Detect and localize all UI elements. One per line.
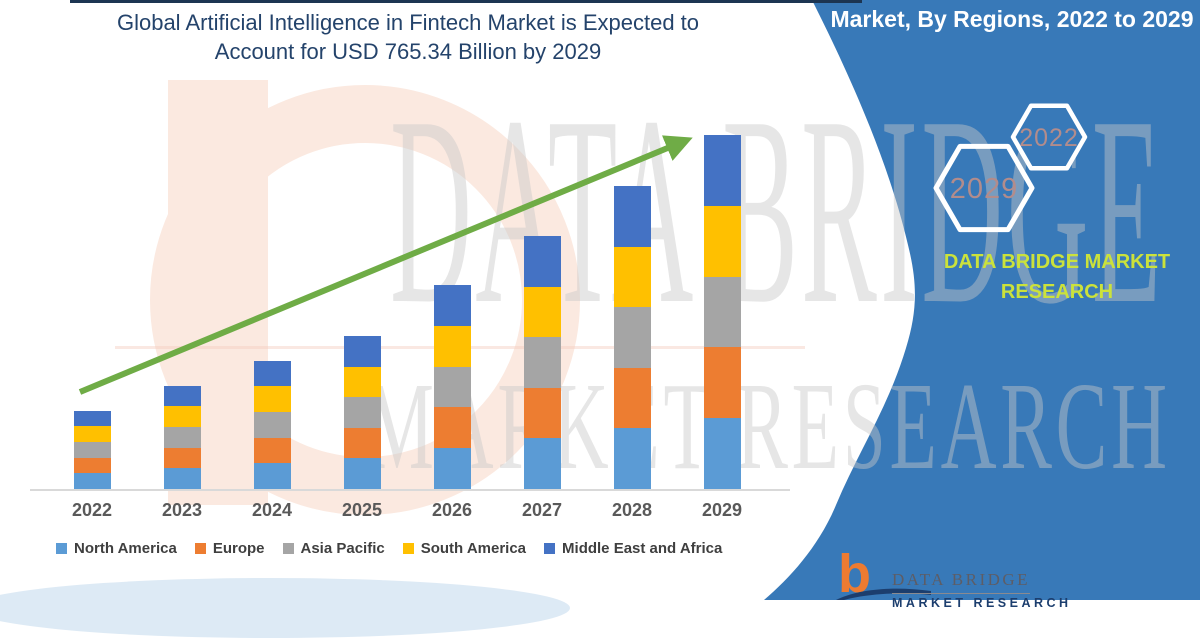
hexagon-2022: [1010, 103, 1088, 171]
chart-legend: North America Europe Asia Pacific South Ame…: [56, 540, 722, 557]
legend-item-north-america: North America: [56, 540, 177, 557]
bar-segment-2025-europe: [343, 427, 381, 459]
bar-segment-2024-europe: [253, 437, 291, 464]
bar-segment-2023-europe: [163, 447, 201, 469]
bar-segment-2028-north-america: [613, 428, 651, 489]
bar-segment-2023-north-america: [163, 468, 201, 489]
x-axis-label-2027: 2027: [521, 500, 563, 520]
legend-item-middle-east-and-africa: Middle East and Africa: [544, 540, 722, 557]
bar-segment-2022-middle-east-and-africa: [73, 410, 111, 427]
bar-segment-2022-north-america: [73, 473, 111, 489]
legend-label: North America: [74, 540, 177, 557]
hexagon-2029: [933, 143, 1035, 233]
bar-2029: [703, 134, 741, 489]
legend-label: Europe: [212, 540, 265, 557]
brand-text-line1: DATA BRIDGE MARKET: [943, 251, 1171, 273]
hexagon-2022-label: 2022: [1019, 124, 1079, 152]
bar-segment-2026-europe: [433, 407, 471, 449]
year-hexagons: 2029 2022: [933, 103, 1088, 233]
top-border-line: [70, 0, 862, 3]
legend-swatch-icon: [544, 543, 556, 554]
legend-swatch-icon: [194, 543, 206, 554]
x-axis-label-2025: 2025: [341, 500, 383, 520]
bar-segment-2027-europe: [523, 387, 561, 439]
bar-segment-2022-asia-pacific: [73, 442, 111, 458]
legend-swatch-icon: [402, 543, 414, 554]
bar-segment-2029-middle-east-and-africa: [703, 134, 741, 206]
legend-label: Middle East and Africa: [562, 540, 723, 557]
bar-segment-2022-europe: [73, 457, 111, 474]
x-axis-line: [30, 489, 790, 491]
bar-segment-2024-north-america: [253, 463, 291, 489]
legend-swatch-icon: [56, 543, 67, 554]
hexagon-2029-label: 2029: [950, 173, 1019, 205]
page-title-line2: Account for USD 765.34 Billion by 2029: [214, 39, 602, 64]
logo-tagline: MARKET RESEARCH: [892, 596, 1072, 610]
legend-item-asia-pacific: Asia Pacific: [282, 540, 385, 557]
logo-name: DATA BRIDGE: [892, 570, 1031, 594]
x-axis-label-2028: 2028: [611, 500, 653, 520]
brand-text-line2: RESEARCH: [1000, 281, 1114, 303]
brand-text: DATA BRIDGE MARKET RESEARCH: [892, 247, 1200, 307]
bar-segment-2022-south-america: [73, 426, 111, 443]
legend-item-europe: Europe: [194, 540, 265, 557]
page-title-line1: Global Artificial Intelligence in Fintec…: [116, 10, 700, 35]
page-title: Global Artificial Intelligence in Fintec…: [55, 8, 761, 66]
legend-item-south-america: South America: [402, 540, 527, 557]
bar-segment-2029-asia-pacific: [703, 276, 741, 348]
legend-label: Asia Pacific: [300, 540, 385, 557]
bar-segment-2029-south-america: [703, 205, 741, 277]
bar-segment-2029-north-america: [703, 418, 741, 489]
bridge-swoosh-icon: [836, 588, 931, 600]
x-axis-label-2022: 2022: [71, 500, 113, 520]
bar-segment-2024-asia-pacific: [253, 412, 291, 438]
legend-swatch-icon: [282, 543, 294, 554]
side-panel-shape: [764, 0, 1200, 600]
bar-segment-2027-north-america: [523, 438, 561, 489]
bar-2022: [73, 410, 111, 489]
bar-segment-2023-asia-pacific: [163, 427, 201, 448]
bar-segment-2029-europe: [703, 347, 741, 419]
side-panel-title: Market, By Regions, 2022 to 2029: [830, 6, 1194, 32]
x-axis-label-2023: 2023: [161, 500, 203, 520]
legend-label: South America: [420, 540, 527, 557]
x-axis-label-2029: 2029: [701, 500, 743, 520]
bar-segment-2023-south-america: [163, 406, 201, 428]
side-panel-background: [764, 0, 1200, 600]
bar-segment-2025-north-america: [343, 458, 381, 489]
bar-segment-2026-north-america: [433, 448, 471, 489]
x-axis-label-2026: 2026: [431, 500, 473, 520]
x-axis-label-2024: 2024: [251, 500, 293, 520]
bar-segment-2025-asia-pacific: [343, 397, 381, 428]
